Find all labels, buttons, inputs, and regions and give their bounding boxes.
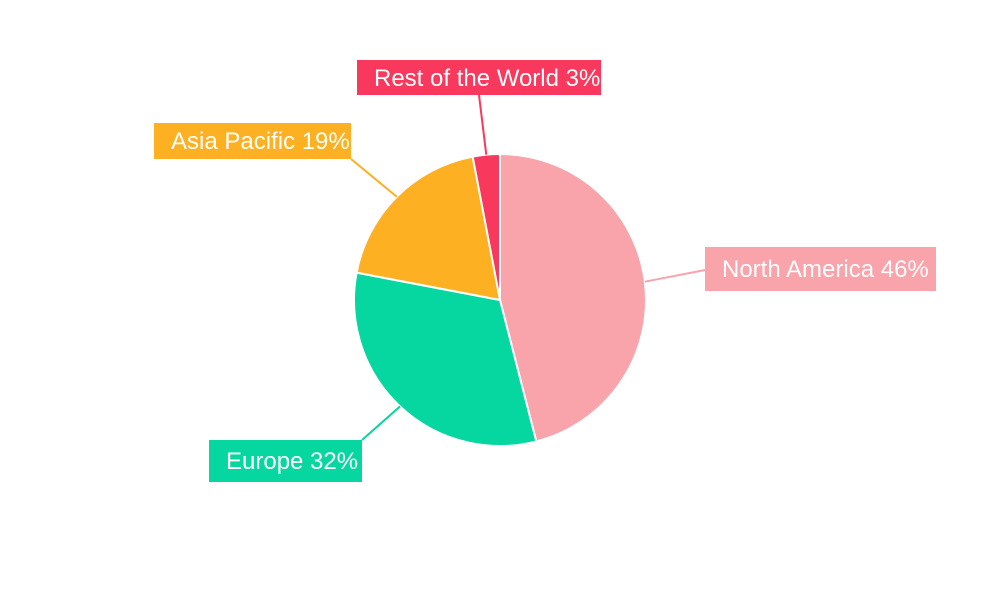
svg-text:Asia Pacific 19%: Asia Pacific 19% [171,128,350,155]
svg-text:Europe 32%: Europe 32% [226,448,358,475]
svg-text:Rest of the World 3%: Rest of the World 3% [374,65,600,92]
svg-text:North America 46%: North America 46% [722,256,929,283]
